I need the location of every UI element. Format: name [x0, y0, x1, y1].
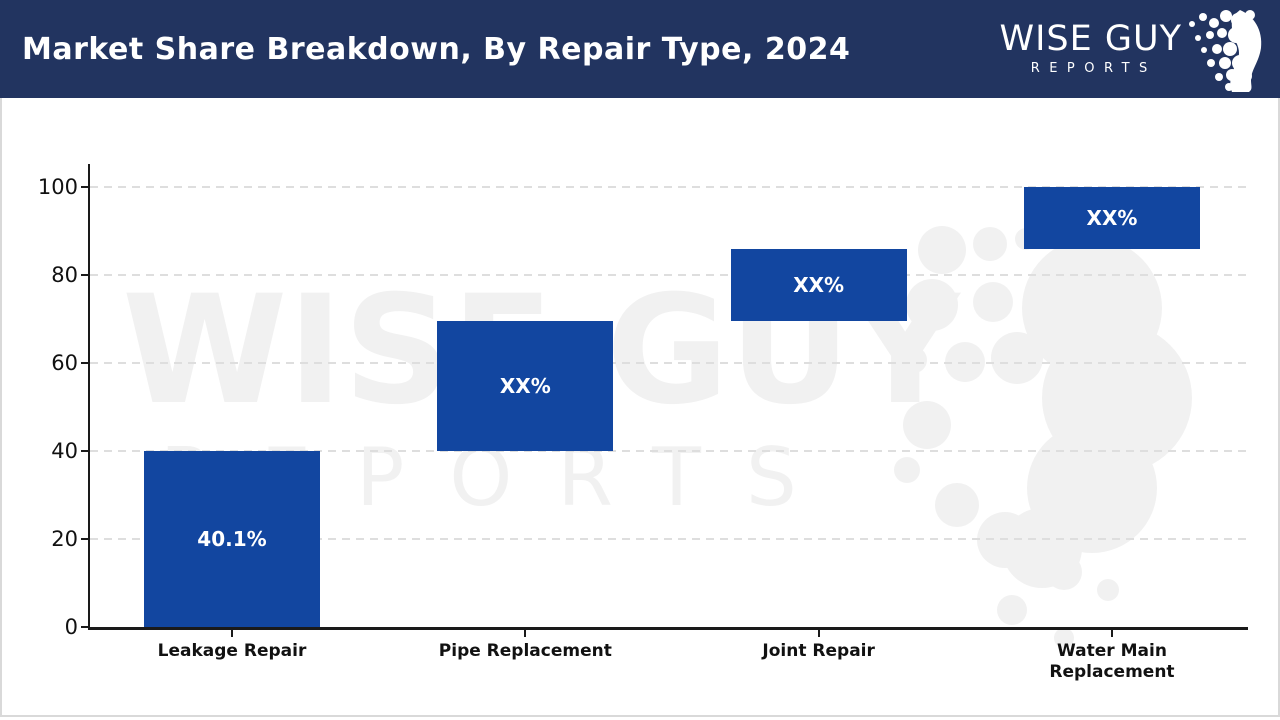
y-tick-mark — [81, 186, 90, 188]
x-tick-mark — [817, 630, 820, 637]
watermark-dot — [918, 226, 966, 274]
y-axis-line — [88, 164, 90, 630]
y-gridline — [90, 538, 1248, 540]
watermark-dot — [973, 227, 1007, 261]
y-axis-tick-label: 60 — [51, 351, 78, 375]
x-axis-category-label: Joint Repair — [762, 641, 875, 661]
x-tick-mark — [231, 630, 233, 637]
y-tick-mark — [81, 362, 90, 364]
watermark-dot — [1054, 628, 1074, 648]
y-tick-mark — [81, 274, 90, 276]
y-axis-tick-label: 100 — [37, 175, 78, 199]
logo-name: WISE GUY — [999, 19, 1182, 59]
x-tick-mark — [1110, 630, 1113, 637]
watermark-dot — [1097, 579, 1119, 601]
y-gridline — [90, 450, 1248, 452]
logo-text: WISE GUY REPORTS — [999, 19, 1182, 76]
chart-area: WISE GUY REPORTS 0 20 40 60 80 100 40.1% Leakag… — [0, 98, 1280, 717]
watermark-dot — [901, 347, 927, 373]
y-axis-tick-label: 20 — [51, 527, 78, 551]
watermark-dot — [903, 401, 951, 449]
y-axis-tick-label: 40 — [51, 439, 78, 463]
bar: XX% — [1023, 187, 1200, 250]
y-gridline — [90, 274, 1248, 276]
bar: XX% — [437, 321, 614, 451]
y-gridline — [90, 362, 1248, 364]
dotted-face-icon — [1189, 10, 1262, 92]
bar: 40.1% — [144, 450, 320, 627]
wise-guy-logo: WISE GUY REPORTS — [999, 8, 1264, 92]
watermark-dot — [1002, 508, 1082, 588]
y-tick-mark — [81, 626, 90, 628]
y-tick-mark — [81, 450, 90, 452]
x-axis-line — [88, 627, 1248, 630]
bar-value-label: XX% — [1086, 206, 1138, 231]
bar: XX% — [730, 249, 907, 322]
x-axis-category-label: Water Main Replacement — [1049, 641, 1175, 682]
bar-value-label: XX% — [793, 273, 845, 298]
watermark-dot — [906, 279, 958, 331]
bar-value-label: 40.1% — [197, 526, 267, 551]
bar-value-label: XX% — [499, 373, 551, 398]
x-tick-mark — [524, 630, 527, 637]
y-axis-tick-label: 0 — [64, 615, 78, 639]
page-title: Market Share Breakdown, By Repair Type, … — [22, 31, 851, 67]
watermark-dot — [997, 595, 1027, 625]
header-bar: Market Share Breakdown, By Repair Type, … — [0, 0, 1280, 98]
y-axis-tick-label: 80 — [51, 263, 78, 287]
watermark-dot — [973, 282, 1013, 322]
logo-subtitle: REPORTS — [1030, 61, 1157, 76]
x-axis-category-label: Pipe Replacement — [438, 641, 612, 661]
watermark-dot — [894, 457, 920, 483]
watermark-dot — [935, 483, 979, 527]
y-tick-mark — [81, 538, 90, 540]
y-gridline — [90, 186, 1248, 188]
x-axis-category-label: Leakage Repair — [157, 641, 307, 661]
